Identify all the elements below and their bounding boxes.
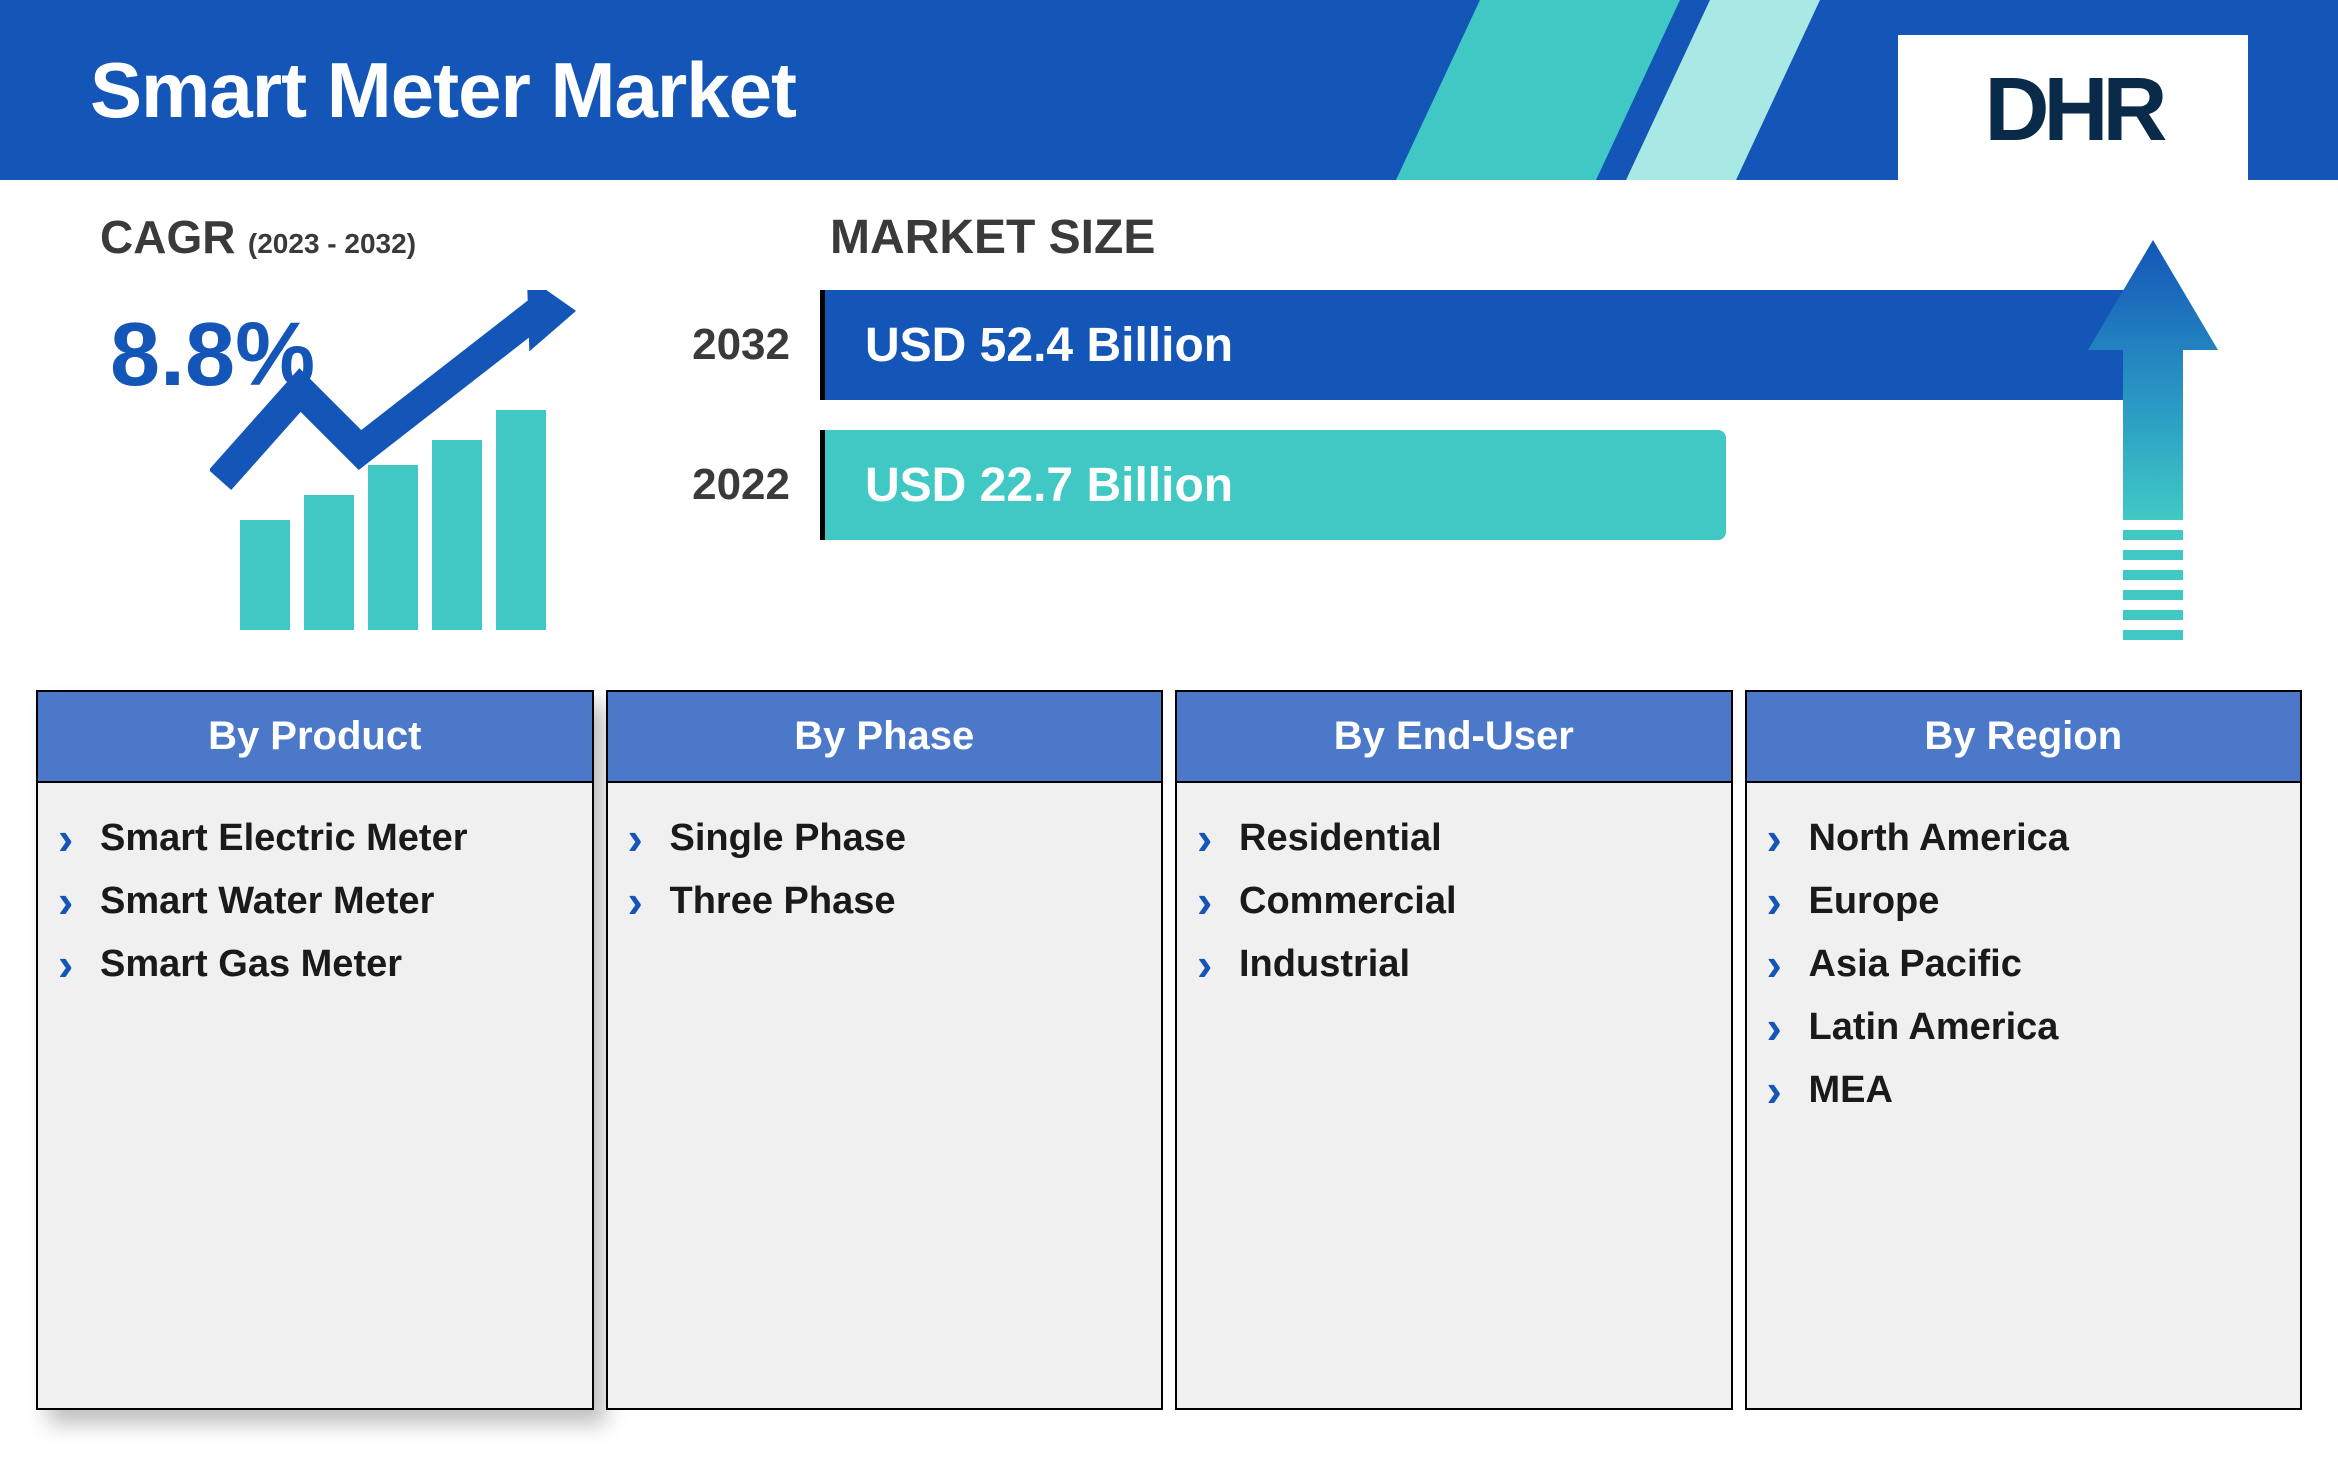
- segment-card-body: Smart Electric MeterSmart Water MeterSma…: [38, 783, 592, 1020]
- segment-item: Industrial: [1197, 933, 1711, 996]
- market-bar-row: 2022USD 22.7 Billion: [670, 430, 2278, 540]
- segment-card-body: ResidentialCommercialIndustrial: [1177, 783, 1731, 1020]
- market-bar-fill: USD 22.7 Billion: [825, 430, 1726, 540]
- market-bar-fill: USD 52.4 Billion: [825, 290, 2162, 400]
- segment-item: Single Phase: [628, 807, 1142, 870]
- market-bar-row: 2032USD 52.4 Billion: [670, 290, 2278, 400]
- summary-row: CAGR (2023 - 2032) 8.8% MARKET SIZE 2032…: [0, 180, 2338, 690]
- segment-item: Latin America: [1767, 996, 2281, 1059]
- segment-card-body: Single PhaseThree Phase: [608, 783, 1162, 957]
- up-arrow-icon: [2088, 240, 2218, 650]
- segment-cards-row: By ProductSmart Electric MeterSmart Wate…: [0, 690, 2338, 1410]
- market-bar-track: USD 52.4 Billion: [820, 290, 2278, 400]
- segment-item: Commercial: [1197, 870, 1711, 933]
- segment-card: By PhaseSingle PhaseThree Phase: [606, 690, 1164, 1410]
- segment-item: MEA: [1767, 1059, 2281, 1122]
- market-size-title: MARKET SIZE: [830, 210, 2278, 265]
- segment-item: Three Phase: [628, 870, 1142, 933]
- segment-item: Smart Electric Meter: [58, 807, 572, 870]
- segment-card-body: North AmericaEuropeAsia PacificLatin Ame…: [1747, 783, 2301, 1146]
- segment-item: Europe: [1767, 870, 2281, 933]
- cagr-bar: [304, 495, 354, 630]
- segment-item: North America: [1767, 807, 2281, 870]
- page-title: Smart Meter Market: [90, 45, 796, 136]
- brand-logo: DHR: [1898, 35, 2248, 185]
- cagr-bars: [240, 410, 546, 630]
- cagr-bar: [496, 410, 546, 630]
- segment-card: By RegionNorth AmericaEuropeAsia Pacific…: [1745, 690, 2303, 1410]
- market-bars: 2032USD 52.4 Billion 2022USD 22.7 Billion: [670, 290, 2278, 540]
- market-bar-year: 2032: [670, 320, 820, 370]
- segment-item: Asia Pacific: [1767, 933, 2281, 996]
- segment-card: By ProductSmart Electric MeterSmart Wate…: [36, 690, 594, 1410]
- segment-item: Smart Gas Meter: [58, 933, 572, 996]
- cagr-block: CAGR (2023 - 2032) 8.8%: [100, 210, 630, 680]
- segment-card: By End-UserResidentialCommercialIndustri…: [1175, 690, 1733, 1410]
- segment-card-title: By Phase: [608, 692, 1162, 783]
- segment-card-title: By End-User: [1177, 692, 1731, 783]
- cagr-graphic: [240, 330, 610, 630]
- cagr-bar: [432, 440, 482, 630]
- market-bar-year: 2022: [670, 460, 820, 510]
- cagr-bar: [240, 520, 290, 630]
- cagr-range: (2023 - 2032): [248, 228, 416, 259]
- segment-item: Residential: [1197, 807, 1711, 870]
- cagr-bar: [368, 465, 418, 630]
- market-size-block: MARKET SIZE 2032USD 52.4 Billion2022USD …: [630, 210, 2278, 680]
- segment-card-title: By Product: [38, 692, 592, 783]
- segment-card-title: By Region: [1747, 692, 2301, 783]
- segment-item: Smart Water Meter: [58, 870, 572, 933]
- brand-logo-text: DHR: [1985, 59, 2162, 162]
- infographic-canvas: Smart Meter Market DHR CAGR (2023 - 2032…: [0, 0, 2338, 1472]
- cagr-label: CAGR: [100, 211, 235, 263]
- market-bar-track: USD 22.7 Billion: [820, 430, 2278, 540]
